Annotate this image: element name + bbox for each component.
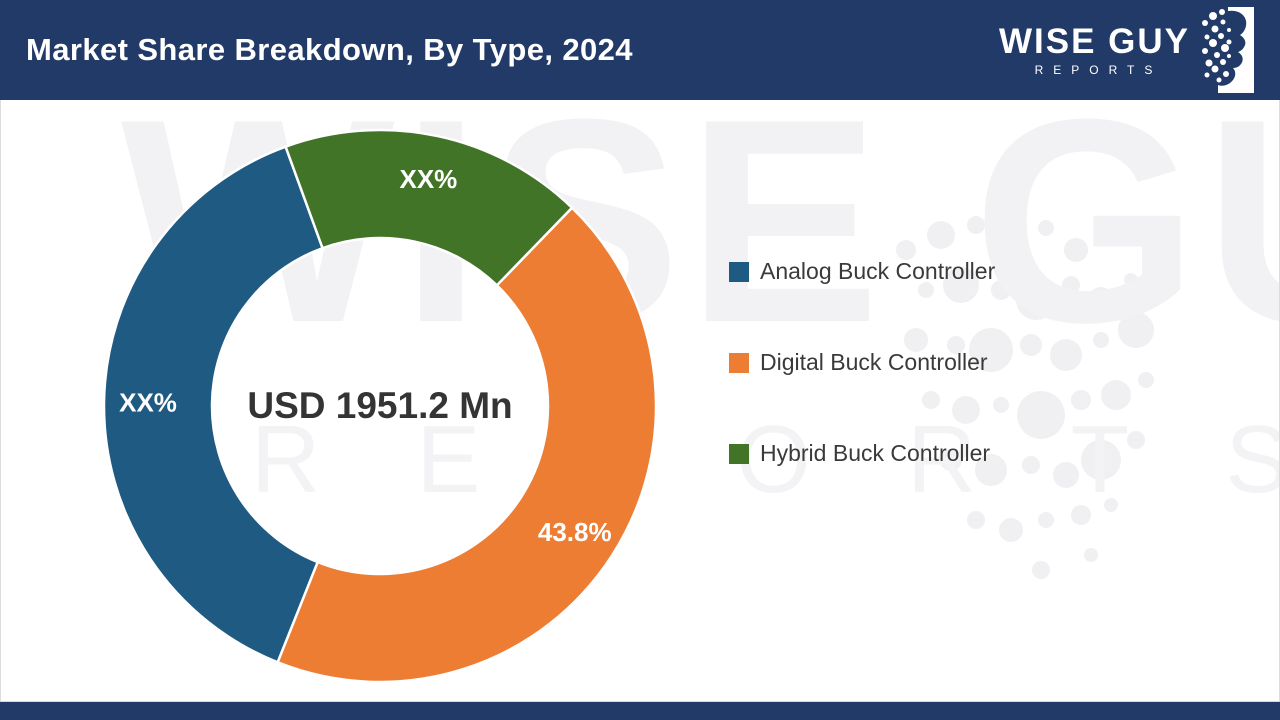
donut-slice-1 xyxy=(276,206,658,684)
chart-canvas: WISE GUY REPORTS XX%43.8%XX% USD 1951.2 … xyxy=(0,100,1280,702)
logo-subtitle: REPORTS xyxy=(1034,63,1163,77)
donut-chart: XX% 43.8% XX% xyxy=(102,128,658,684)
donut-center-value: USD 1951.2 Mn xyxy=(247,385,513,426)
donut-slice-2 xyxy=(284,128,574,287)
logo-wordmark: WISE GUY xyxy=(998,22,1190,61)
wiseguy-logo: WISE GUY REPORTS xyxy=(999,7,1254,93)
wiseguy-logo-text: WISE GUY REPORTS xyxy=(998,22,1190,78)
legend-label-analog: Analog Buck Controller xyxy=(760,258,996,284)
legend-label-hybrid: Hybrid Buck Controller xyxy=(760,440,991,466)
slice-label-2: XX% xyxy=(399,164,457,194)
legend-swatch-analog xyxy=(729,261,749,282)
legend-item-digital: Digital Buck Controller xyxy=(729,349,995,376)
legend-item-hybrid: Hybrid Buck Controller xyxy=(729,440,995,467)
legend-swatch-digital xyxy=(729,352,749,373)
footer-bar xyxy=(0,702,1280,720)
slice-label-0: XX% xyxy=(119,387,177,417)
wiseguy-face-icon xyxy=(1202,7,1254,93)
legend-item-analog: Analog Buck Controller xyxy=(729,258,995,285)
legend-label-digital: Digital Buck Controller xyxy=(760,349,988,375)
legend-swatch-hybrid xyxy=(729,443,749,464)
page-title: Market Share Breakdown, By Type, 2024 xyxy=(26,32,633,67)
content-bottom-border xyxy=(0,701,1280,702)
slice-label-1: 43.8% xyxy=(538,517,612,547)
donut-slice-0 xyxy=(102,145,324,664)
header-bar: Market Share Breakdown, By Type, 2024 WI… xyxy=(0,0,1280,100)
chart-legend: Analog Buck Controller Digital Buck Cont… xyxy=(729,258,995,467)
